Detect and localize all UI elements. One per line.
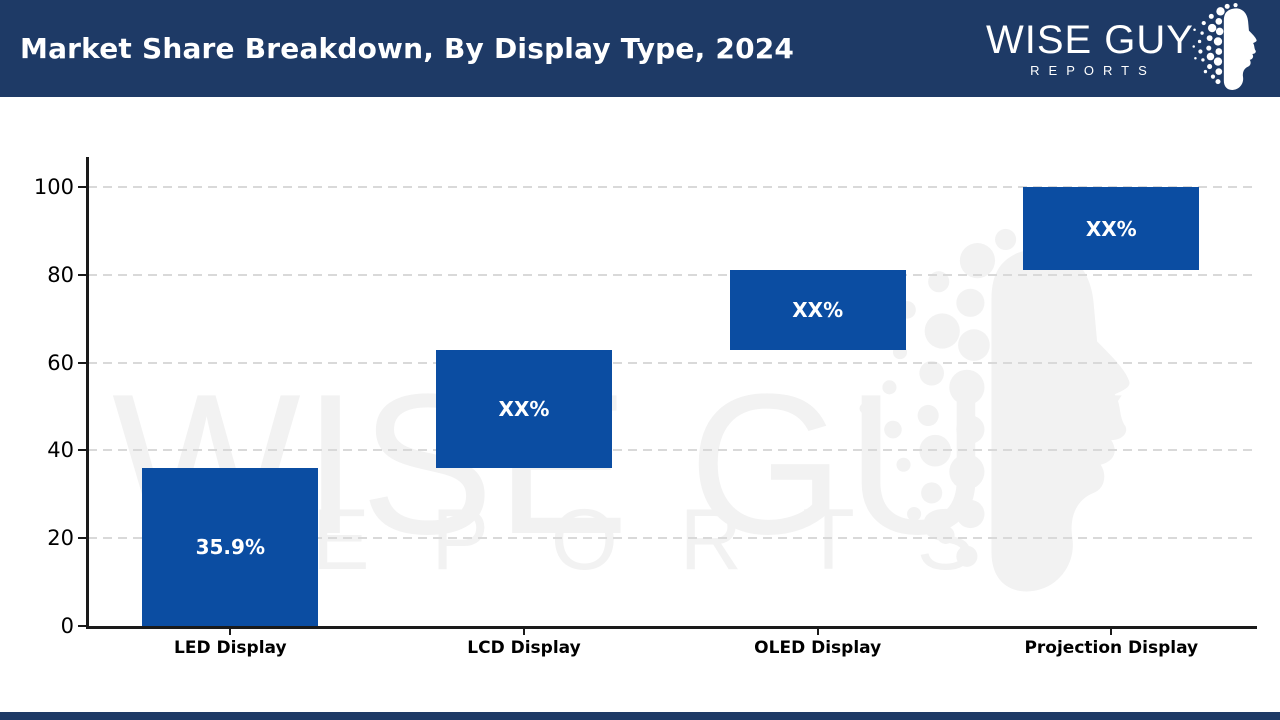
x-tick-0 [229,628,232,635]
y-tick-label-60: 60 [47,350,74,375]
bar-lcd-display: XX% [436,350,612,469]
gridline-60 [88,361,1257,364]
y-axis-line [86,157,89,628]
category-label-led-display: LED Display [174,638,287,658]
wise-guy-reports-logo: WISE GUY REPORTS [986,3,1280,95]
y-tick-label-40: 40 [47,438,74,463]
y-tick-label-80: 80 [47,262,74,287]
x-axis-line [86,626,1257,629]
y-tick-label-20: 20 [47,526,74,551]
x-tick-1 [523,628,525,635]
category-label-projection-display: Projection Display [1024,638,1199,658]
footer-bar [0,712,1280,720]
y-tick-60 [78,361,86,364]
y-tick-20 [78,537,86,540]
chart-canvas: WISE GUY REPORTS 35.9% XX% XX% XX% 0 20 40 60 80… [0,97,1280,712]
x-tick-2 [816,628,819,635]
bar-value-label: XX% [1085,216,1137,241]
gridline-20 [88,537,1257,540]
bar-led-display: 35.9% [142,468,319,626]
bar-value-label: XX% [792,298,844,323]
y-tick-label-100: 100 [33,175,74,199]
y-tick-40 [78,449,86,452]
y-tick-label-0: 0 [60,614,74,638]
bar-oled-display: XX% [729,270,906,351]
gridline-80 [88,273,1257,276]
logo-wise-guy-text: WISE GUY [985,17,1194,62]
logo-text: WISE GUY REPORTS [986,20,1194,78]
x-tick-3 [1110,628,1113,635]
page-title: Market Share Breakdown, By Display Type,… [20,32,795,65]
gridline-40 [88,449,1257,452]
bar-value-label: 35.9% [195,535,265,560]
bar-value-label: XX% [498,397,550,422]
logo-reports-text: REPORTS [1030,62,1156,78]
category-label-oled-display: OLED Display [754,638,882,658]
watermark-reports-text: REPORTS [188,492,1037,588]
bar-projection-display: XX% [1023,187,1200,271]
y-tick-80 [78,273,86,276]
gridline-100 [88,186,1257,188]
dotted-head-icon [1180,3,1266,95]
header-bar: Market Share Breakdown, By Display Type,… [0,0,1280,97]
category-label-lcd-display: LCD Display [467,638,581,658]
y-tick-100 [78,186,86,188]
y-tick-0 [78,625,86,627]
